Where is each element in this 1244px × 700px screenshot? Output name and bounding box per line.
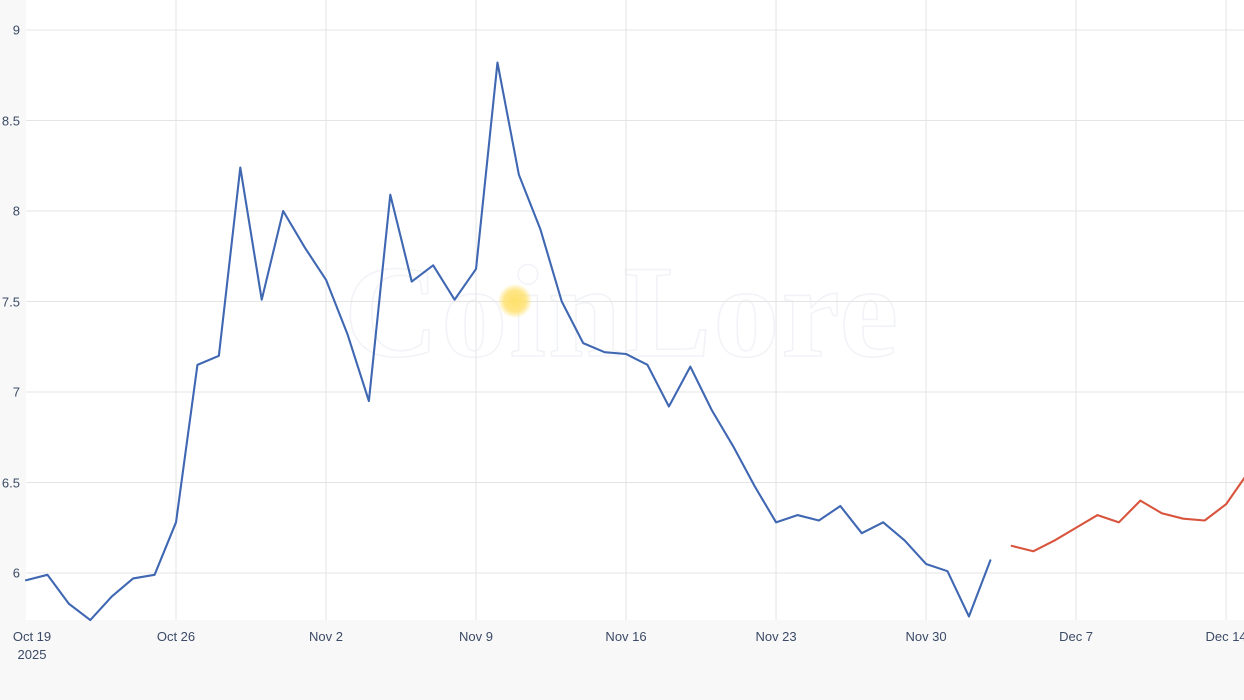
y-axis-tick-label: 7 (12, 384, 20, 400)
historical-price-line[interactable] (24, 61, 992, 622)
x-axis-tick-label: Nov 9 (459, 629, 493, 644)
x-axis-tick-label: Dec 14 (1205, 629, 1244, 644)
plot-area-background (26, 0, 1244, 620)
y-axis-tick-label: 6.5 (1, 475, 20, 490)
forecast-price-line[interactable] (1010, 473, 1244, 553)
y-axis-tick-label: 8 (12, 203, 20, 219)
y-axis-tick-label: 8.5 (1, 113, 20, 128)
y-axis-tick-label: 6 (12, 565, 20, 581)
series-lines (24, 61, 1244, 622)
x-axis-tick-label: Oct 19 2025 (12, 629, 52, 662)
x-axis-tick-label: Dec 7 (1059, 629, 1094, 644)
y-axis-tick-label: 9 (12, 22, 20, 38)
x-axis-year-label: 2025 (17, 647, 47, 662)
x-axis-tick-label: Nov 30 (905, 629, 947, 644)
x-axis-tick-label: Nov 23 (755, 629, 797, 644)
horizontal-gridlines (26, 29, 1244, 574)
y-axis-tick-label: 7.5 (1, 294, 20, 309)
vertical-gridlines (175, 0, 1227, 620)
x-axis-tick-label: Oct 26 (156, 629, 196, 644)
x-axis-tick-label: Nov 2 (309, 629, 343, 644)
x-axis-tick-label: Nov 16 (605, 629, 647, 644)
